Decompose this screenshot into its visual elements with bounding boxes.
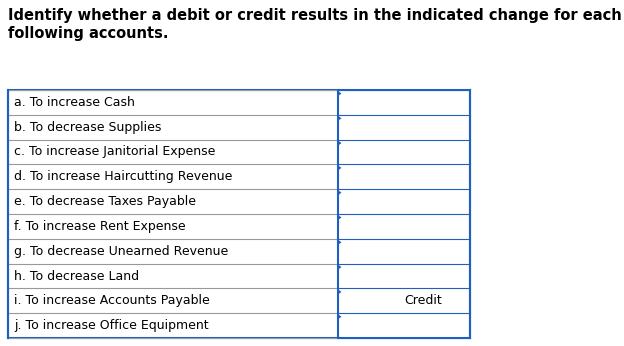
Text: g. To decrease Unearned Revenue: g. To decrease Unearned Revenue [14,245,228,258]
Text: a. To increase Cash: a. To increase Cash [14,96,135,109]
Polygon shape [338,314,341,319]
Text: Identify whether a debit or credit results in the indicated change for each of t: Identify whether a debit or credit resul… [8,8,624,23]
Text: Credit: Credit [404,294,442,307]
Text: f. To increase Rent Expense: f. To increase Rent Expense [14,220,185,233]
Text: i. To increase Accounts Payable: i. To increase Accounts Payable [14,294,210,307]
Bar [8,90,470,338]
Polygon shape [338,91,341,96]
Text: b. To decrease Supplies: b. To decrease Supplies [14,121,162,134]
Polygon shape [338,289,341,294]
Text: j. To increase Office Equipment: j. To increase Office Equipment [14,319,208,332]
Polygon shape [338,140,341,146]
Text: e. To decrease Taxes Payable: e. To decrease Taxes Payable [14,195,196,208]
Polygon shape [338,240,341,245]
Polygon shape [338,265,341,270]
Text: following accounts.: following accounts. [8,26,168,41]
Text: d. To increase Haircutting Revenue: d. To increase Haircutting Revenue [14,170,232,183]
Polygon shape [338,215,341,220]
Polygon shape [338,116,341,121]
Polygon shape [338,190,341,195]
Text: h. To decrease Land: h. To decrease Land [14,270,139,282]
Text: c. To increase Janitorial Expense: c. To increase Janitorial Expense [14,146,215,158]
Polygon shape [338,165,341,170]
